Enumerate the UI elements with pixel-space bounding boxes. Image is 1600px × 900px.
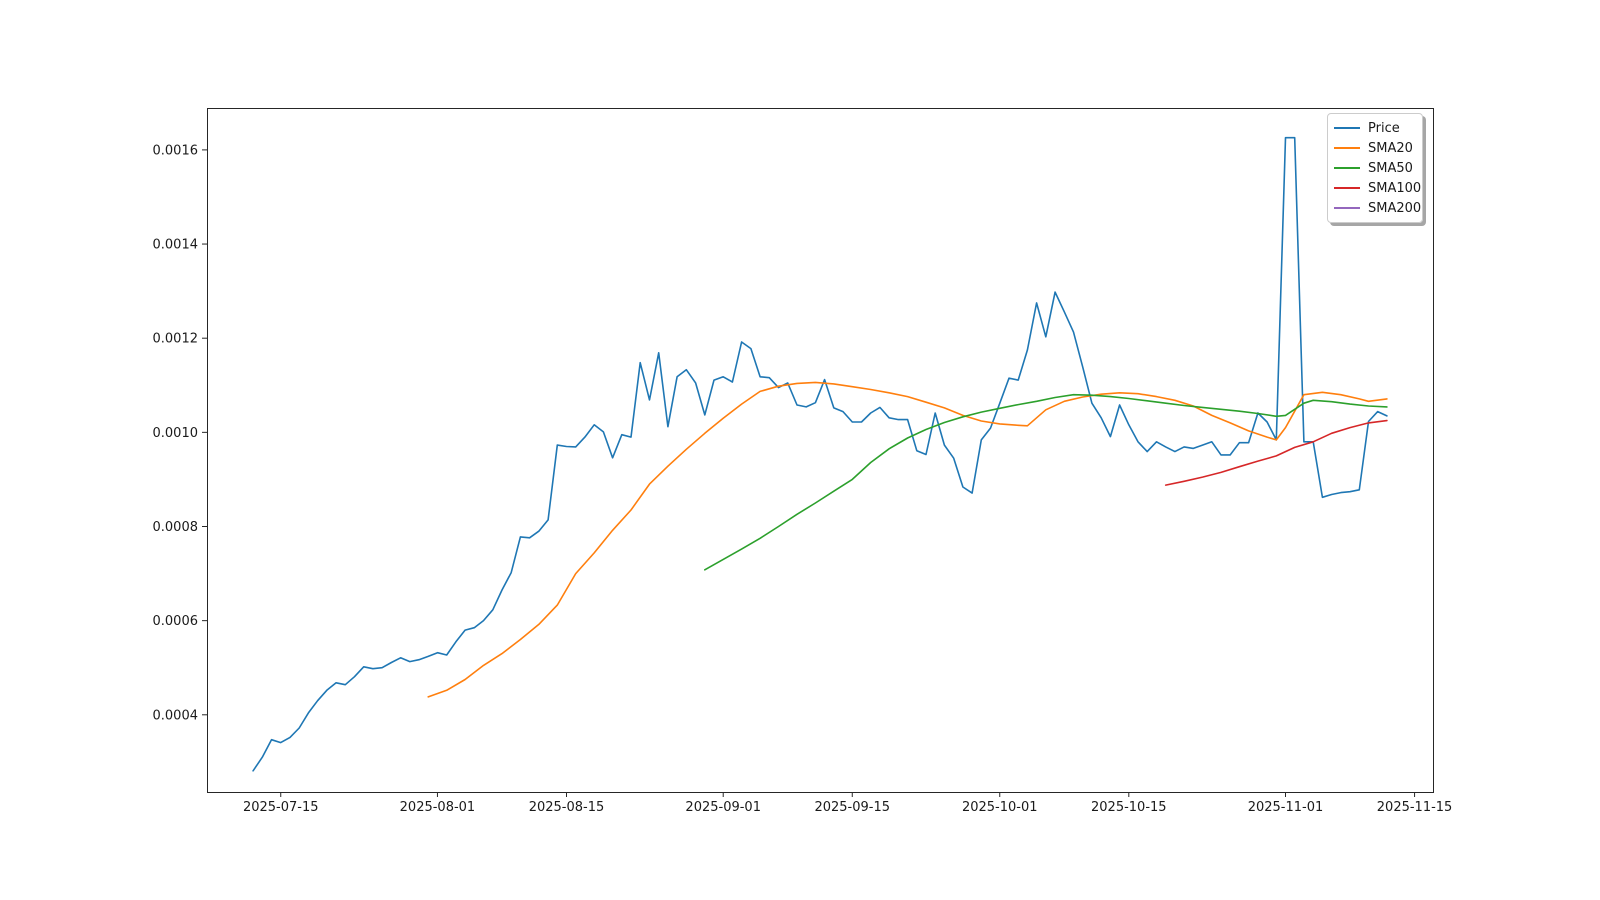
y-tick-label: 0.0008 (153, 520, 199, 535)
x-tick-label: 2025-09-01 (685, 800, 761, 815)
x-tick-label: 2025-11-15 (1377, 800, 1453, 815)
price-line (252, 136, 1388, 772)
x-tick-label: 2025-08-15 (529, 800, 605, 815)
x-tick-label: 2025-09-15 (814, 800, 890, 815)
y-tick-label: 0.0006 (153, 614, 199, 629)
legend: Price SMA20 SMA50 SMA100 SMA200 (1327, 113, 1423, 223)
legend-label: SMA100 (1368, 180, 1422, 196)
legend-item-price: Price (1334, 118, 1416, 138)
legend-item-sma200: SMA200 (1334, 198, 1421, 218)
legend-line-sample (1334, 207, 1360, 209)
y-tick-label: 0.0012 (153, 332, 199, 347)
x-tick-label: 2025-08-01 (400, 800, 476, 815)
x-tick-label: 2025-11-01 (1248, 800, 1324, 815)
y-tick-label: 0.0004 (153, 708, 199, 723)
x-tick-label: 2025-10-01 (962, 800, 1038, 815)
y-tick-label: 0.0014 (153, 238, 199, 253)
legend-line-sample (1334, 187, 1360, 189)
legend-line-sample (1334, 127, 1360, 129)
legend-label: SMA200 (1368, 200, 1422, 216)
y-tick-label: 0.0010 (153, 426, 199, 441)
y-tick-label: 0.0016 (153, 143, 199, 158)
legend-label: SMA20 (1368, 140, 1413, 156)
sma100-line (1164, 419, 1388, 486)
legend-label: SMA50 (1368, 160, 1413, 176)
sma50-line (703, 393, 1388, 571)
legend-label: Price (1368, 120, 1400, 136)
legend-item-sma50: SMA50 (1334, 158, 1416, 178)
legend-item-sma20: SMA20 (1334, 138, 1416, 158)
legend-item-sma100: SMA100 (1334, 178, 1421, 198)
legend-line-sample (1334, 147, 1360, 149)
axes-frame (207, 108, 1434, 793)
legend-line-sample (1334, 167, 1360, 169)
x-tick-label: 2025-10-15 (1091, 800, 1167, 815)
x-tick-label: 2025-07-15 (243, 800, 319, 815)
sma20-line (427, 381, 1388, 698)
